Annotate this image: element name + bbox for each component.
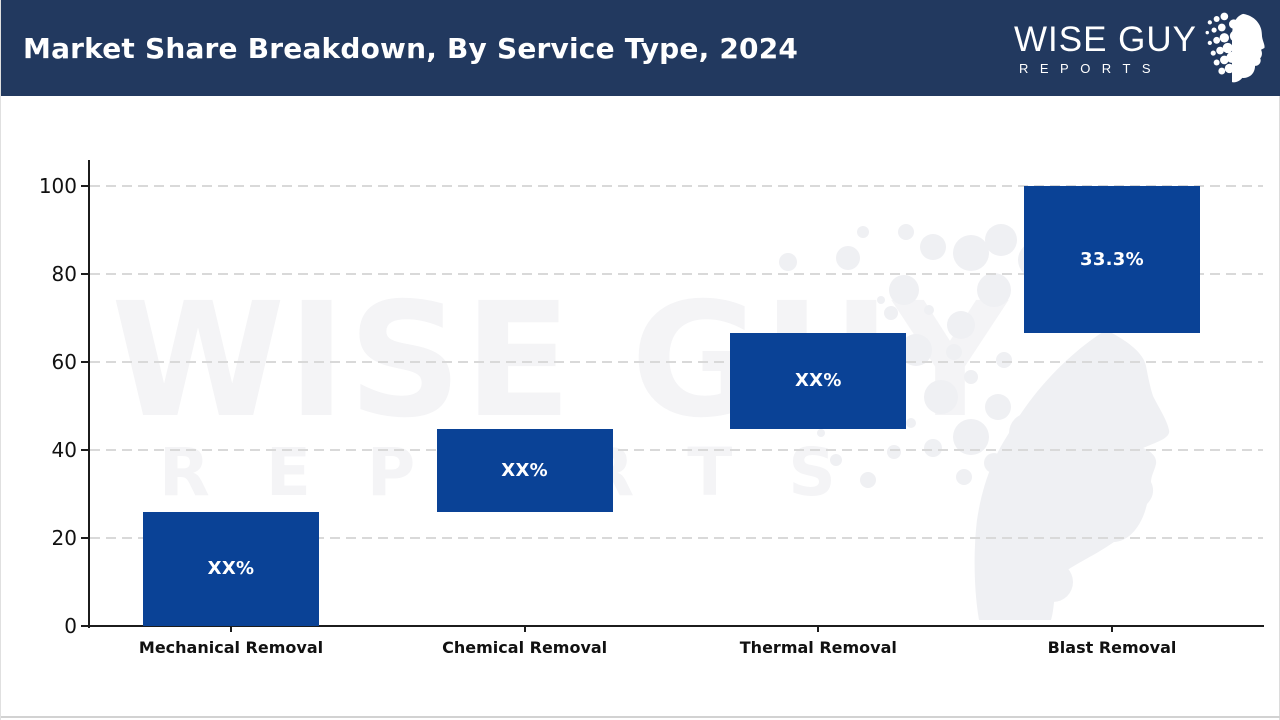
y-axis-spine bbox=[88, 160, 90, 628]
chart-title: Market Share Breakdown, By Service Type,… bbox=[23, 31, 799, 65]
y-tick-label-60: 60 bbox=[51, 350, 77, 374]
x-tick-mark-1 bbox=[523, 627, 526, 632]
bar-chemical-removal: XX% bbox=[436, 428, 613, 512]
x-tick-mark-0 bbox=[230, 627, 232, 632]
bar-blast-removal: 33.3% bbox=[1024, 186, 1200, 333]
bar-value-label: XX% bbox=[794, 370, 842, 392]
wiseguy-face-logo-icon bbox=[1205, 12, 1265, 83]
bar-value-label: 33.3% bbox=[1080, 248, 1144, 270]
bar-value-label: XX% bbox=[207, 558, 255, 580]
bottom-border-line bbox=[1, 716, 1280, 718]
wiseguy-logo: WISE GUY REPORTS bbox=[1009, 0, 1269, 96]
x-tick-mark-2 bbox=[817, 627, 820, 632]
y-tick-mark-80 bbox=[81, 273, 88, 275]
y-tick-label-0: 0 bbox=[64, 614, 77, 638]
y-tick-mark-20 bbox=[81, 537, 88, 539]
y-tick-label-40: 40 bbox=[51, 438, 77, 462]
y-tick-label-100: 100 bbox=[38, 174, 77, 198]
y-tick-label-80: 80 bbox=[51, 262, 77, 286]
gridline-40 bbox=[90, 449, 1263, 451]
bar-value-label: XX% bbox=[501, 459, 548, 481]
gridline-20 bbox=[90, 537, 1263, 539]
gridline-80 bbox=[90, 273, 1263, 275]
y-tick-mark-100 bbox=[81, 185, 88, 187]
y-tick-label-20: 20 bbox=[51, 526, 77, 550]
y-tick-mark-60 bbox=[81, 361, 88, 363]
x-category-label-0: Mechanical Removal bbox=[138, 638, 324, 657]
x-category-label-1: Chemical Removal bbox=[442, 638, 608, 657]
y-tick-mark-40 bbox=[81, 449, 88, 451]
gridline-60 bbox=[90, 361, 1263, 363]
bar-mechanical-removal: XX% bbox=[143, 511, 319, 626]
header-band: Market Share Breakdown, By Service Type,… bbox=[1, 0, 1280, 96]
gridline-100 bbox=[90, 185, 1263, 187]
y-tick-mark-0 bbox=[81, 625, 88, 627]
logo-wiseguy-text: WISE GUY bbox=[1013, 20, 1197, 59]
x-category-label-2: Thermal Removal bbox=[739, 638, 897, 657]
bar-thermal-removal: XX% bbox=[730, 332, 907, 429]
x-axis-spine bbox=[88, 625, 1264, 627]
logo-text: WISE GUY REPORTS bbox=[1013, 20, 1197, 77]
logo-reports-text: REPORTS bbox=[1018, 61, 1163, 76]
x-category-label-3: Blast Removal bbox=[1047, 638, 1177, 657]
x-tick-mark-3 bbox=[1111, 627, 1113, 632]
